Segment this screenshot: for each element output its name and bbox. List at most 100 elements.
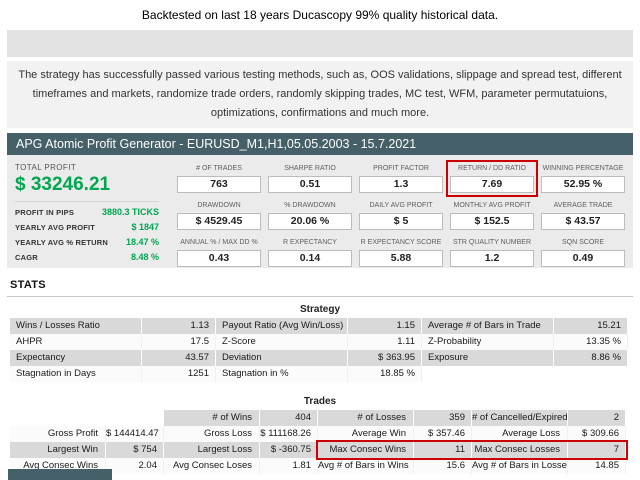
stat-value: $ 5 <box>359 213 443 230</box>
cell-label <box>422 366 554 382</box>
stat-value: 1.3 <box>359 176 443 193</box>
summary-value: 18.47 % <box>125 237 159 247</box>
summary-value: 8.48 % <box>130 252 159 262</box>
cell-value: 1.81 <box>260 458 318 474</box>
cell-value: 1.15 <box>348 318 422 334</box>
cell-label: Payout Ratio (Avg Win/Loss) <box>216 318 348 334</box>
cell-label: AHPR <box>10 334 142 350</box>
stat-value: 5.88 <box>359 250 443 267</box>
headline-stats-panel: TOTAL PROFIT $ 33246.21 PROFIT IN PIPS 38… <box>7 155 633 268</box>
cell-value: 8.86 % <box>554 350 628 366</box>
cell-label <box>10 410 106 426</box>
cell-value: $ 363.95 <box>348 350 422 366</box>
stat-label: AVERAGE TRADE <box>553 202 613 209</box>
cell-label: Stagnation in Days <box>10 366 142 382</box>
table-row: Gross Profit $ 144414.47 Gross Loss $ 11116… <box>10 426 630 442</box>
stat-box: % DRAWDOWN 20.06 % <box>268 201 352 230</box>
stat-value: 52.95 % <box>541 176 625 193</box>
stat-box: SHARPE RATIO 0.51 <box>268 164 352 193</box>
stats-section-heading: STATS <box>7 274 633 297</box>
stat-box: AVERAGE TRADE $ 43.57 <box>541 201 625 230</box>
cell-value: $ 754 <box>106 442 164 458</box>
cell-value: 14.85 <box>568 458 626 474</box>
stat-value: $ 43.57 <box>541 213 625 230</box>
summary-value: $ 1847 <box>131 222 159 232</box>
stat-box: RETURN / DD RATIO 7.69 <box>446 160 538 197</box>
cell-label: Max Consec Losses <box>472 442 568 458</box>
table-row: Wins / Losses Ratio 1.13 Payout Ratio (Avg… <box>10 318 630 334</box>
cell-label: Wins / Losses Ratio <box>10 318 142 334</box>
cell-value: 11 <box>414 442 472 458</box>
stat-box: PROFIT FACTOR 1.3 <box>359 164 443 193</box>
cell-label: Z-Score <box>216 334 348 350</box>
cell-label: # of Losses <box>318 410 414 426</box>
cell-value: 1.11 <box>348 334 422 350</box>
cell-value: 13.35 % <box>554 334 628 350</box>
top-banner-text: Backtested on last 18 years Ducascopy 99… <box>141 8 499 22</box>
stat-value: $ 4529.45 <box>177 213 261 230</box>
stat-value: 0.51 <box>268 176 352 193</box>
summary-rows: PROFIT IN PIPS 3880.3 TICKS YEARLY AVG PRO… <box>15 207 159 262</box>
stat-label: SHARPE RATIO <box>284 165 336 172</box>
cell-value: 15.21 <box>554 318 628 334</box>
stat-value: 20.06 % <box>268 213 352 230</box>
summary-label: YEARLY AVG % RETURN <box>15 238 108 247</box>
cell-value: $ 111168.26 <box>260 426 318 442</box>
cell-label: Stagnation in % <box>216 366 348 382</box>
total-profit-value: $ 33246.21 <box>15 172 159 202</box>
trades-table: # of Wins 404 # of Losses 359 # of Cancelled… <box>10 410 630 474</box>
cell-label: Gross Profit <box>10 426 106 442</box>
cell-label: Max Consec Wins <box>318 442 414 458</box>
cell-value: 2.04 <box>106 458 164 474</box>
strategy-table: Wins / Losses Ratio 1.13 Payout Ratio (Avg… <box>10 318 630 382</box>
strategy-section-title: Strategy <box>299 304 340 315</box>
cell-label: Largest Win <box>10 442 106 458</box>
stat-box: SQN SCORE 0.49 <box>541 238 625 267</box>
cell-value: $ 144414.47 <box>106 426 164 442</box>
intro-paragraph: The strategy has successfully passed var… <box>7 61 633 128</box>
cell-label: Average Loss <box>472 426 568 442</box>
footer-bar <box>8 469 112 480</box>
stat-box: STR QUALITY NUMBER 1.2 <box>450 238 534 267</box>
cell-label: Avg # of Bars in Losses <box>472 458 568 474</box>
cell-label: Gross Loss <box>164 426 260 442</box>
total-profit-label: TOTAL PROFIT <box>15 163 77 172</box>
table-row: Avg Consec Wins 2.04 Avg Consec Loses 1.81 A… <box>10 458 630 474</box>
stat-value: $ 152.5 <box>450 213 534 230</box>
cell-label: Exposure <box>422 350 554 366</box>
cell-label: Deviation <box>216 350 348 366</box>
stat-grid-row: DRAWDOWN $ 4529.45 % DRAWDOWN 20.06 % DAILY … <box>177 201 625 230</box>
cell-label: Average Win <box>318 426 414 442</box>
stat-grid-row: ANNUAL % / MAX DD % 0.43 R EXPECTANCY 0.14 R… <box>177 238 625 267</box>
summary-label: CAGR <box>15 253 38 262</box>
highlight-group: Max Consec Wins 11 Max Consec Losses 7 <box>316 440 628 460</box>
cell-value: 2 <box>568 410 626 426</box>
stat-label: RETURN / DD RATIO <box>458 165 526 172</box>
summary-label: YEARLY AVG PROFIT <box>15 223 96 232</box>
stat-value: 763 <box>177 176 261 193</box>
stat-box: DAILY AVG PROFIT $ 5 <box>359 201 443 230</box>
cell-value: 1.13 <box>142 318 216 334</box>
cell-value: $ -360.75 <box>260 442 318 458</box>
stat-label: SQN SCORE <box>561 239 604 246</box>
profit-summary: TOTAL PROFIT $ 33246.21 PROFIT IN PIPS 38… <box>15 163 165 262</box>
stat-label: DAILY AVG PROFIT <box>369 202 433 209</box>
stat-box: MONTHLY AVG PROFIT $ 152.5 <box>450 201 534 230</box>
stat-box: R EXPECTANCY 0.14 <box>268 238 352 267</box>
stat-value: 7.69 <box>450 176 534 193</box>
stat-value: 0.49 <box>541 250 625 267</box>
cell-value: 7 <box>568 442 626 458</box>
table-row: Stagnation in Days 1251 Stagnation in % 18.… <box>10 366 630 382</box>
table-row: Expectancy 43.57 Deviation $ 363.95 Exposure… <box>10 350 630 366</box>
stat-label: % DRAWDOWN <box>284 202 336 209</box>
cell-label: Expectancy <box>10 350 142 366</box>
stat-value: 1.2 <box>450 250 534 267</box>
report-title-bar: APG Atomic Profit Generator - EURUSD_M1,… <box>7 133 633 155</box>
cell-value <box>554 366 628 382</box>
cell-value: 43.57 <box>142 350 216 366</box>
stat-box: DRAWDOWN $ 4529.45 <box>177 201 261 230</box>
summary-row: PROFIT IN PIPS 3880.3 TICKS <box>15 207 159 217</box>
stat-box: ANNUAL % / MAX DD % 0.43 <box>177 238 261 267</box>
trades-section-title: Trades <box>303 396 337 407</box>
